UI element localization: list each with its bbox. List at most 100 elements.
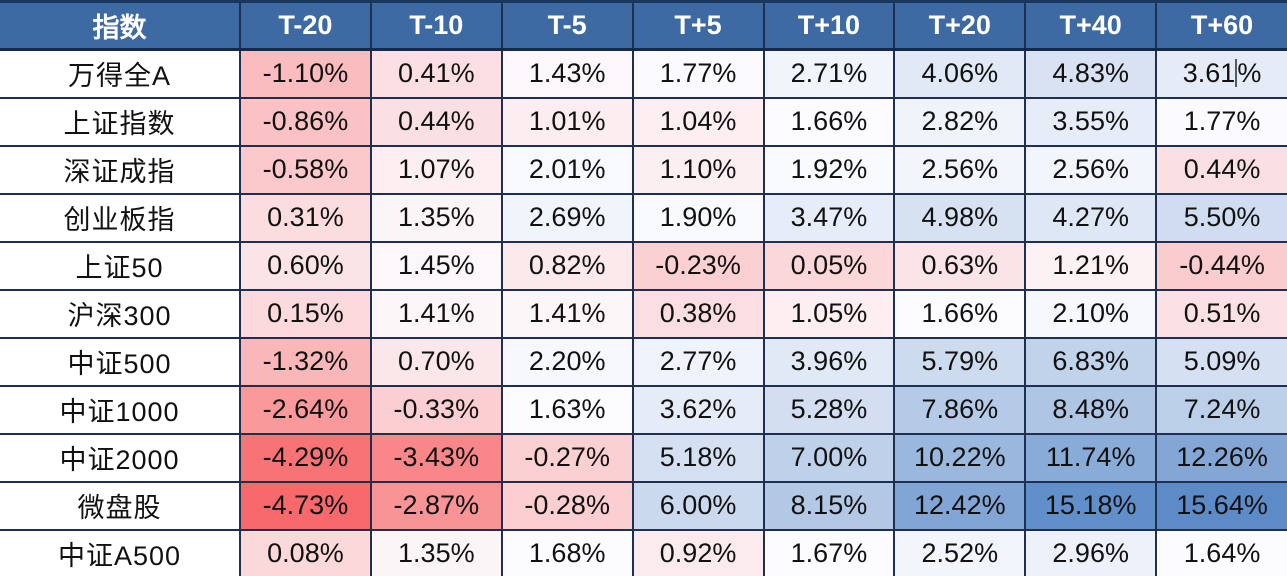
- table-row: 中证A500 0.08% 1.35% 1.68% 0.92% 1.67% 2.52% 2.96…: [0, 528, 1287, 576]
- row-label: 深证成指: [0, 144, 241, 195]
- value-cell: 2.82%: [893, 96, 1027, 147]
- value-cell: 15.18%: [1024, 480, 1158, 531]
- value-cell: 2.77%: [631, 336, 765, 387]
- value-cell: -0.33%: [369, 384, 503, 435]
- value-cell: 6.83%: [1024, 336, 1158, 387]
- value-cell: -4.73%: [239, 480, 372, 531]
- table-body: 万得全A -1.10% 0.41% 1.43% 1.77% 2.71% 4.06% 4.83%…: [0, 48, 1287, 576]
- header-row: 指数 T-20 T-10 T-5 T+5 T+10 T+20 T+40 T+60: [0, 0, 1287, 51]
- value-cell: 0.08%: [239, 528, 372, 576]
- value-cell: -1.32%: [239, 336, 372, 387]
- value-cell: 1.07%: [369, 144, 503, 195]
- table-row: 微盘股 -4.73% -2.87% -0.28% 6.00% 8.15% 12.42% 15.…: [0, 480, 1287, 531]
- value-cell: 2.20%: [500, 336, 634, 387]
- col-header-index-name: 指数: [0, 0, 241, 51]
- table-row: 深证成指 -0.58% 1.07% 2.01% 1.10% 1.92% 2.56% 2.56%…: [0, 144, 1287, 195]
- value-cell: 3.96%: [762, 336, 896, 387]
- value-cell: 12.26%: [1155, 432, 1287, 483]
- value-cell: 1.35%: [369, 192, 503, 243]
- value-cell: -0.23%: [631, 240, 765, 291]
- value-cell: 2.56%: [1024, 144, 1158, 195]
- col-header-T+20: T+20: [893, 0, 1027, 51]
- value-cell: 7.86%: [893, 384, 1027, 435]
- value-cell: 0.05%: [762, 240, 896, 291]
- value-cell: 0.82%: [500, 240, 634, 291]
- value-cell: 0.51%: [1155, 288, 1287, 339]
- value-cell: 1.64%: [1155, 528, 1287, 576]
- value-cell: 0.44%: [1155, 144, 1287, 195]
- value-cell: 2.10%: [1024, 288, 1158, 339]
- value-cell: 1.41%: [369, 288, 503, 339]
- value-cell: 3.62%: [631, 384, 765, 435]
- value-cell: 4.83%: [1024, 48, 1158, 99]
- value-cell: 2.71%: [762, 48, 896, 99]
- value-cell: -0.27%: [500, 432, 634, 483]
- col-header-T-20: T-20: [239, 0, 372, 51]
- value-cell: 1.43%: [500, 48, 634, 99]
- value-cell: 1.66%: [762, 96, 896, 147]
- value-cell: 0.70%: [369, 336, 503, 387]
- table-row: 上证50 0.60% 1.45% 0.82% -0.23% 0.05% 0.63% 1.21%…: [0, 240, 1287, 291]
- value-cell: 1.05%: [762, 288, 896, 339]
- value-cell: 1.92%: [762, 144, 896, 195]
- col-header-T+60: T+60: [1155, 0, 1287, 51]
- value-cell: 1.63%: [500, 384, 634, 435]
- value-cell: -0.44%: [1155, 240, 1287, 291]
- table-row: 沪深300 0.15% 1.41% 1.41% 0.38% 1.05% 1.66% 2.10%…: [0, 288, 1287, 339]
- row-label: 沪深300: [0, 288, 241, 339]
- row-label: 中证1000: [0, 384, 241, 435]
- value-cell: 1.45%: [369, 240, 503, 291]
- value-cell: 0.15%: [239, 288, 372, 339]
- value-cell: 0.41%: [369, 48, 503, 99]
- value-cell: 1.01%: [500, 96, 634, 147]
- value-cell: 0.63%: [893, 240, 1027, 291]
- value-cell: 6.00%: [631, 480, 765, 531]
- value-cell: -2.64%: [239, 384, 372, 435]
- value-cell: 0.31%: [239, 192, 372, 243]
- value-cell: 8.15%: [762, 480, 896, 531]
- value-cell: 0.44%: [369, 96, 503, 147]
- value-cell: -0.86%: [239, 96, 372, 147]
- value-cell: 12.42%: [893, 480, 1027, 531]
- row-label: 微盘股: [0, 480, 241, 531]
- value-cell: 3.55%: [1024, 96, 1158, 147]
- value-cell: 11.74%: [1024, 432, 1158, 483]
- value-cell: 1.10%: [631, 144, 765, 195]
- value-cell: 1.77%: [631, 48, 765, 99]
- cell-text-after-cursor: %: [1237, 57, 1262, 88]
- value-cell: 5.28%: [762, 384, 896, 435]
- row-label: 上证指数: [0, 96, 241, 147]
- value-cell: 5.09%: [1155, 336, 1287, 387]
- value-cell: 1.77%: [1155, 96, 1287, 147]
- value-cell: 1.67%: [762, 528, 896, 576]
- col-header-T-10: T-10: [369, 0, 503, 51]
- col-header-T+40: T+40: [1024, 0, 1158, 51]
- table-row: 万得全A -1.10% 0.41% 1.43% 1.77% 2.71% 4.06% 4.83%…: [0, 48, 1287, 99]
- value-cell: 1.21%: [1024, 240, 1158, 291]
- value-cell: 1.68%: [500, 528, 634, 576]
- value-cell: 7.00%: [762, 432, 896, 483]
- row-label: 中证A500: [0, 528, 241, 576]
- value-cell: 2.96%: [1024, 528, 1158, 576]
- row-label: 中证2000: [0, 432, 241, 483]
- value-cell: 15.64%: [1155, 480, 1287, 531]
- table-row: 创业板指 0.31% 1.35% 2.69% 1.90% 3.47% 4.98% 4.27% 5…: [0, 192, 1287, 243]
- value-cell: 5.50%: [1155, 192, 1287, 243]
- value-cell: 5.79%: [893, 336, 1027, 387]
- col-header-T-5: T-5: [500, 0, 634, 51]
- row-label: 中证500: [0, 336, 241, 387]
- value-cell: 3.47%: [762, 192, 896, 243]
- value-cell: 1.35%: [369, 528, 503, 576]
- table-row: 中证1000 -2.64% -0.33% 1.63% 3.62% 5.28% 7.86% 8.…: [0, 384, 1287, 435]
- value-cell: 1.66%: [893, 288, 1027, 339]
- value-cell: 0.60%: [239, 240, 372, 291]
- row-label: 创业板指: [0, 192, 241, 243]
- table-row: 中证500 -1.32% 0.70% 2.20% 2.77% 3.96% 5.79% 6.83…: [0, 336, 1287, 387]
- value-cell: 1.04%: [631, 96, 765, 147]
- value-cell: 1.90%: [631, 192, 765, 243]
- value-cell: 4.27%: [1024, 192, 1158, 243]
- table-row: 上证指数 -0.86% 0.44% 1.01% 1.04% 1.66% 2.82% 3.55%…: [0, 96, 1287, 147]
- value-cell: 10.22%: [893, 432, 1027, 483]
- table-row: 中证2000 -4.29% -3.43% -0.27% 5.18% 7.00% 10.22%…: [0, 432, 1287, 483]
